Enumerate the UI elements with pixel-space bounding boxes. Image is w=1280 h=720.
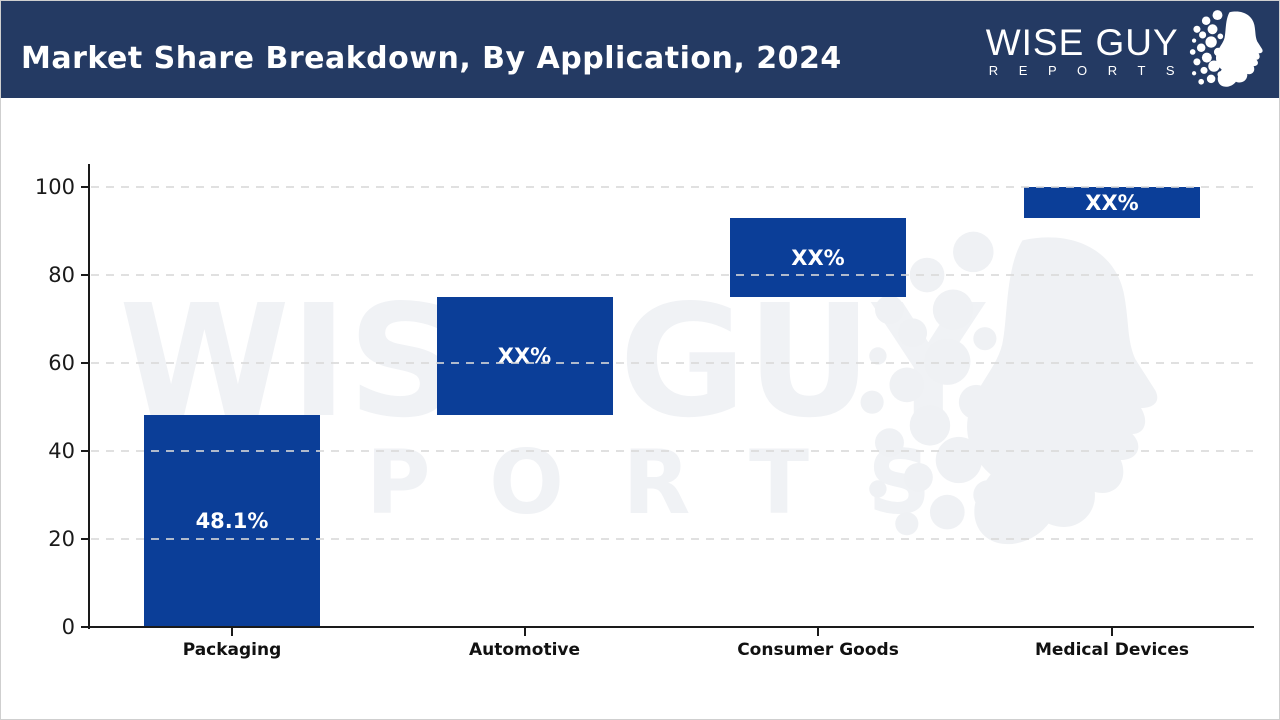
y-tick-label-40: 40	[48, 439, 75, 463]
logo-text: WISE GUY R E P O R T S	[985, 21, 1183, 79]
x-tick-4	[1111, 628, 1113, 636]
y-tick-label-60: 60	[48, 351, 75, 375]
y-tick-label-80: 80	[48, 263, 75, 287]
y-tick-label-20: 20	[48, 527, 75, 551]
y-tick-60	[81, 362, 89, 364]
x-axis-line	[88, 626, 1254, 628]
bar-value-label: XX%	[791, 245, 845, 270]
y-tick-label-100: 100	[34, 175, 75, 199]
bar-value-label: 48.1%	[195, 509, 269, 533]
y-tick-100	[81, 186, 89, 188]
watermark-reports-text: P O R T S	[366, 431, 946, 534]
header: Market Share Breakdown, By Application, …	[1, 1, 1279, 98]
watermark-face-icon	[860, 231, 1158, 545]
y-tick-80	[81, 274, 89, 276]
bar-medical-devices: XX%	[1024, 187, 1200, 218]
x-category-label: Automotive	[468, 640, 581, 660]
gridline-100	[91, 186, 1253, 188]
bar-consumer-goods: XX%	[730, 218, 906, 297]
bar-value-label: XX%	[1085, 190, 1139, 215]
gridline-20	[91, 538, 1253, 540]
gridline-80	[91, 274, 1253, 276]
x-category-label: Packaging	[182, 640, 282, 660]
y-axis-line	[88, 164, 90, 629]
logo: WISE GUY R E P O R T S	[986, 7, 1265, 95]
x-tick-3	[817, 628, 819, 636]
y-tick-40	[81, 450, 89, 452]
y-tick-label-0: 0	[61, 615, 75, 639]
logo-brand: WISE GUY	[985, 21, 1179, 63]
x-category-label: Medical Devices	[1034, 640, 1189, 660]
bar-automotive: XX%	[436, 297, 613, 415]
x-tick-1	[231, 628, 233, 636]
x-category-label: Consumer Goods	[737, 640, 899, 660]
y-tick-20	[81, 538, 89, 540]
gridline-40	[91, 450, 1253, 452]
chart-title: Market Share Breakdown, By Application, …	[21, 41, 842, 76]
y-tick-0	[81, 626, 89, 628]
gridline-60	[91, 362, 1253, 364]
logo-sub: R E P O R T S	[988, 63, 1183, 79]
logo-face-icon	[1189, 10, 1263, 88]
bar-packaging: 48.1%	[144, 415, 320, 627]
x-tick-2	[523, 628, 526, 636]
bar-value-label: XX%	[497, 344, 552, 368]
